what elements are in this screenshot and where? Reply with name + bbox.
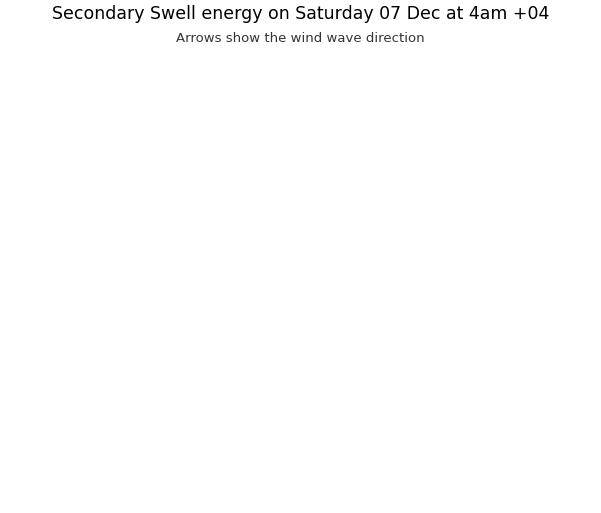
Text: Map requires cartopy: Map requires cartopy <box>197 272 404 291</box>
Text: Arrows show the wind wave direction: Arrows show the wind wave direction <box>176 31 425 45</box>
Text: Secondary Swell energy on Saturday 07 Dec at 4am +04: Secondary Swell energy on Saturday 07 De… <box>52 5 549 23</box>
